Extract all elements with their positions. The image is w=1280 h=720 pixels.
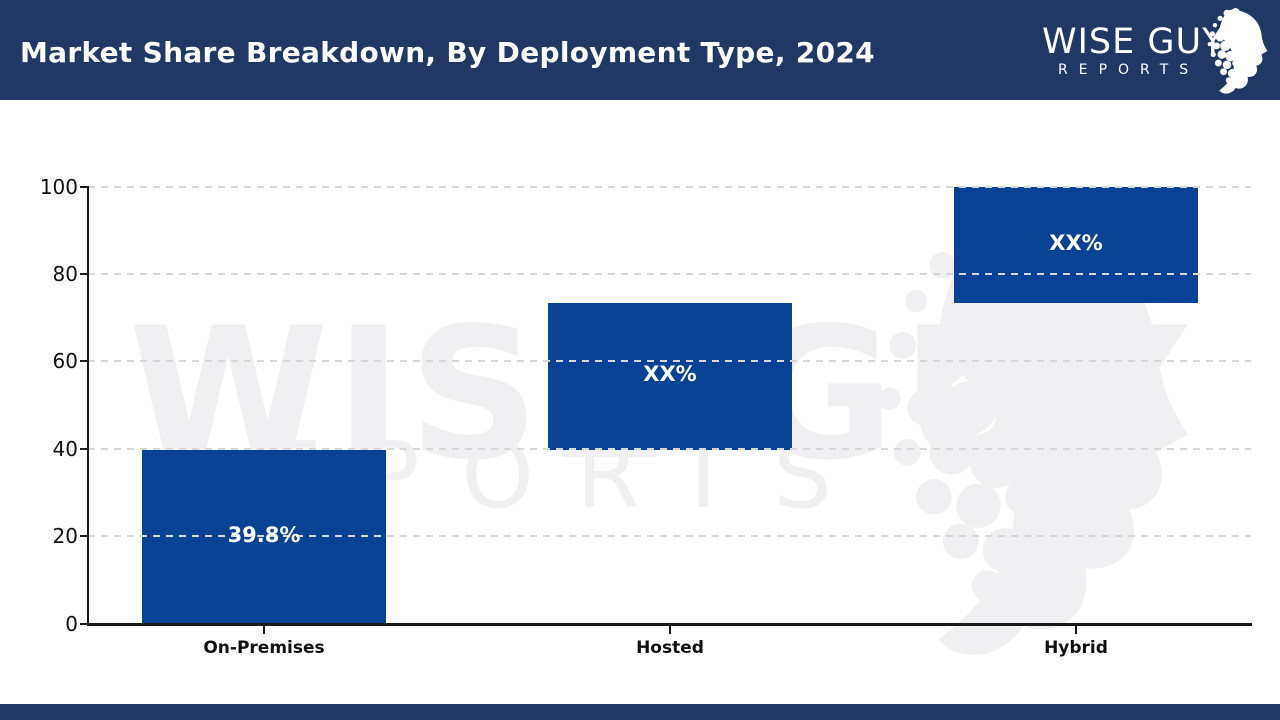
y-tick-label: 20 [52,524,78,549]
x-category-label: On-Premises [203,637,325,658]
y-axis-spine [87,186,89,626]
y-tick-0 [80,622,88,625]
footer-band [0,704,1280,720]
y-tick-80 [80,272,88,275]
bar-value-label: XX% [1049,230,1103,255]
x-tick-hybrid [1075,625,1077,634]
y-tick-60 [80,360,88,363]
brand-logo-name: WISE GUY [1042,22,1225,62]
y-tick-100 [80,185,88,188]
gridline-20 [88,535,1251,538]
brand-logo-tagline: REPORTS [1058,62,1200,78]
brand-logo: WISE GUY REPORTS [1012,0,1272,100]
header-band: Market Share Breakdown, By Deployment Ty… [0,0,1280,100]
y-tick-40 [80,447,88,450]
y-tick-label: 40 [52,436,78,461]
y-tick-20 [80,535,88,538]
y-tick-label: 60 [52,349,78,374]
x-category-label: Hosted [636,637,704,658]
x-tick-on-premises [263,625,265,634]
y-tick-label: 80 [52,261,78,286]
y-tick-label: 100 [39,174,78,199]
x-tick-hosted [669,625,671,634]
gridline-100 [88,185,1251,188]
bar-value-label: XX% [643,362,697,387]
gridline-60 [88,360,1251,363]
bar-hosted [548,302,792,450]
x-category-label: Hybrid [1044,637,1108,658]
bar-value-label: 39.8% [227,522,301,547]
brand-face-icon [1207,8,1268,94]
chart-area: WISE GUY REPORTS 02040608010039.8%On-Pre… [0,100,1280,704]
gridline-80 [88,272,1251,275]
y-tick-label: 0 [65,611,78,636]
gridline-40 [88,447,1251,450]
bar-hybrid [954,186,1198,303]
x-axis-spine [87,623,1252,626]
chart-title: Market Share Breakdown, By Deployment Ty… [20,36,875,69]
